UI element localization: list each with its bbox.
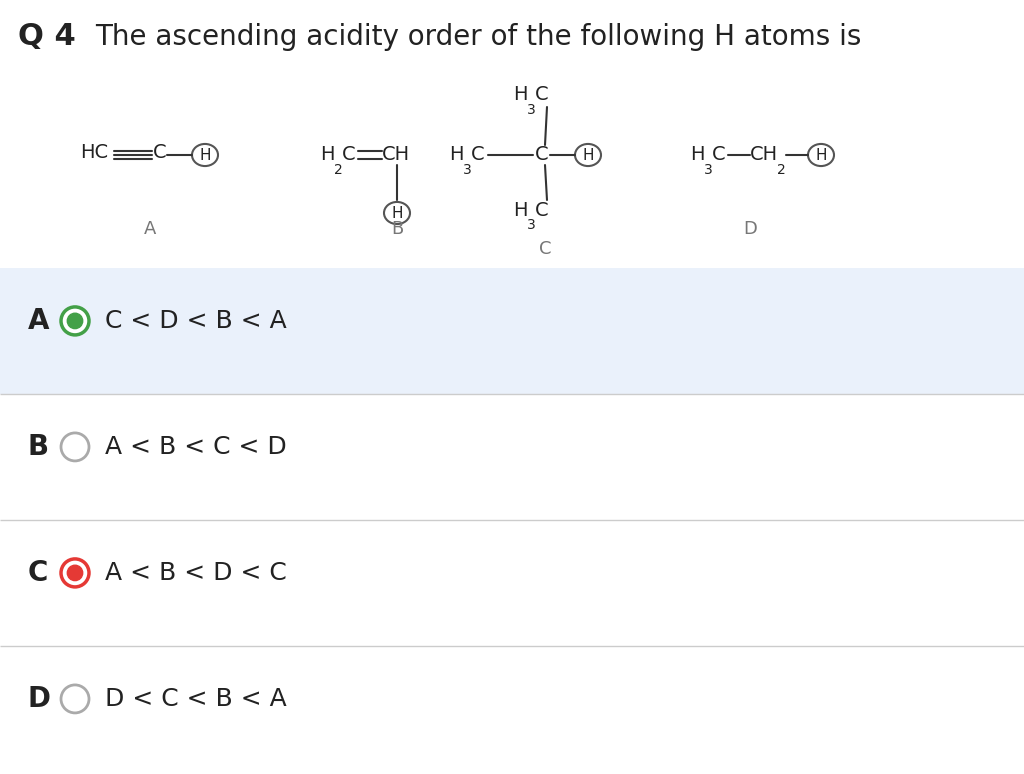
Text: C: C — [535, 85, 549, 104]
Text: C: C — [535, 200, 549, 220]
FancyBboxPatch shape — [0, 268, 1024, 394]
Text: H: H — [690, 146, 705, 165]
Text: H: H — [513, 200, 527, 220]
Text: The ascending acidity order of the following H atoms is: The ascending acidity order of the follo… — [95, 23, 861, 51]
Text: 3: 3 — [463, 163, 472, 177]
Text: A: A — [28, 307, 49, 335]
Text: H: H — [391, 206, 402, 221]
Text: 2: 2 — [334, 163, 343, 177]
Circle shape — [61, 559, 89, 587]
Text: C < D < B < A: C < D < B < A — [105, 309, 287, 333]
Circle shape — [61, 433, 89, 461]
Text: C: C — [471, 146, 484, 165]
Text: A: A — [143, 220, 157, 238]
Text: D: D — [28, 685, 51, 713]
Text: H: H — [583, 148, 594, 163]
Text: H: H — [815, 148, 826, 163]
Text: 2: 2 — [777, 163, 785, 177]
Text: H: H — [513, 85, 527, 104]
Text: C: C — [712, 146, 726, 165]
Text: C: C — [535, 146, 549, 165]
Text: C: C — [153, 142, 167, 162]
Text: C: C — [342, 146, 355, 165]
Text: H: H — [319, 146, 335, 165]
Text: A < B < D < C: A < B < D < C — [105, 561, 287, 585]
Text: HC: HC — [80, 142, 109, 162]
Text: 3: 3 — [705, 163, 713, 177]
Text: H: H — [449, 146, 464, 165]
Circle shape — [61, 685, 89, 713]
Text: B: B — [28, 433, 49, 461]
Text: C: C — [28, 559, 48, 587]
Text: CH: CH — [382, 146, 411, 165]
Text: Q 4: Q 4 — [18, 22, 76, 51]
Text: H: H — [200, 148, 211, 163]
Text: D: D — [743, 220, 757, 238]
Circle shape — [68, 313, 83, 329]
Text: A < B < C < D: A < B < C < D — [105, 435, 287, 459]
Text: 3: 3 — [527, 218, 536, 232]
Circle shape — [68, 565, 83, 580]
Text: D < C < B < A: D < C < B < A — [105, 687, 287, 711]
Text: 3: 3 — [527, 103, 536, 117]
Text: B: B — [391, 220, 403, 238]
Circle shape — [61, 307, 89, 335]
Text: C: C — [539, 240, 551, 258]
Text: CH: CH — [750, 146, 778, 165]
